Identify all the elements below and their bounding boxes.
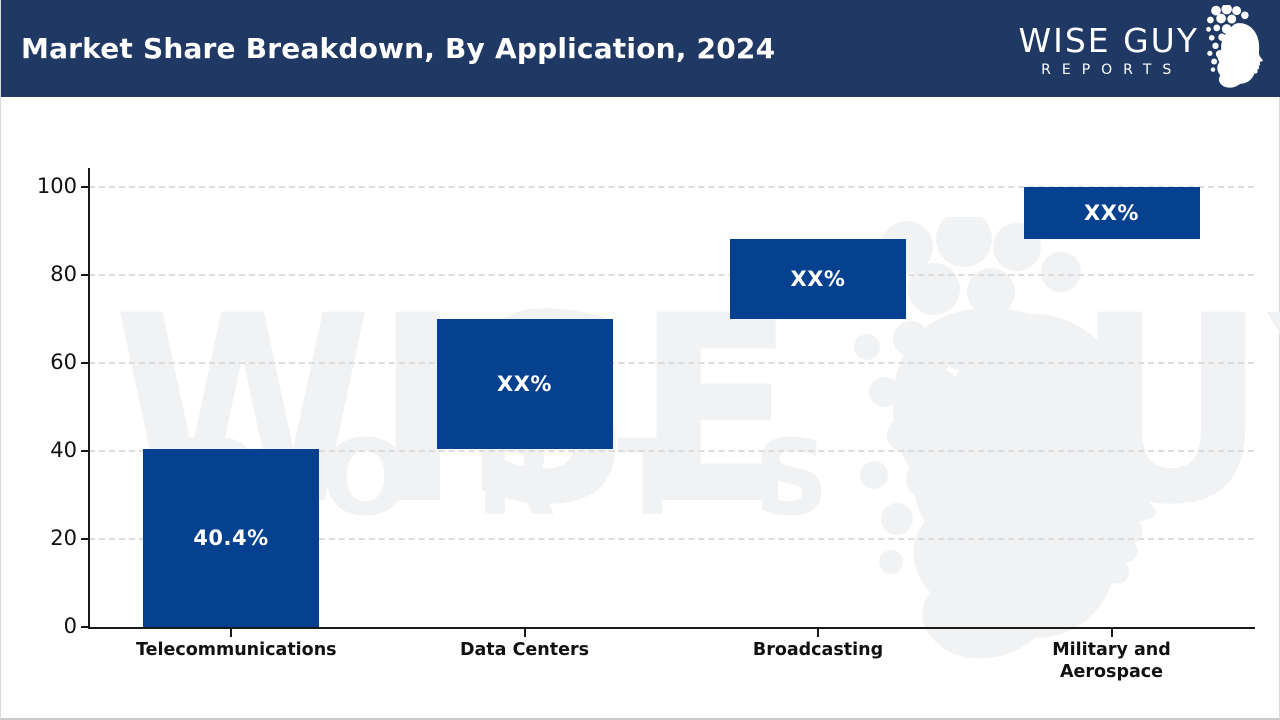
x-axis-line — [88, 627, 1255, 629]
chart-title: Market Share Breakdown, By Application, … — [21, 32, 776, 65]
bar-value-label: XX% — [1084, 200, 1139, 225]
y-axis-label-0: 0 — [63, 614, 77, 638]
x-axis-category-label: Broadcasting — [752, 640, 884, 660]
y-axis-tick-60 — [81, 362, 89, 364]
bar-military-and-aerospace: XX% — [1023, 187, 1200, 239]
gridline-80 — [89, 274, 1254, 276]
x-axis-tick-2 — [817, 629, 819, 637]
bar-value-label: XX% — [497, 372, 552, 397]
report-header: Market Share Breakdown, By Application, … — [1, 0, 1280, 97]
gridline-60 — [89, 362, 1254, 364]
logo-text: WISE GUY REPORTS — [1018, 21, 1199, 78]
y-axis-label-80: 80 — [50, 262, 77, 286]
wise-guy-reports-logo: WISE GUY REPORTS — [1018, 4, 1269, 94]
y-axis-label-100: 100 — [36, 174, 77, 198]
gridline-20 — [89, 538, 1254, 540]
logo-wordmark: WISE GUY — [1018, 20, 1199, 60]
y-axis-tick-40 — [81, 450, 89, 452]
x-axis-tick-0 — [230, 629, 232, 637]
bar-value-label: 40.4% — [193, 526, 269, 551]
y-axis-tick-100 — [81, 186, 89, 188]
bar-broadcasting: XX% — [730, 238, 906, 319]
x-axis-tick-1 — [523, 629, 526, 637]
y-axis-line — [88, 168, 90, 629]
y-axis-label-60: 60 — [50, 350, 77, 374]
bar-data-centers: XX% — [436, 319, 613, 450]
y-axis-label-40: 40 — [50, 438, 77, 462]
bar-value-label: XX% — [790, 266, 846, 291]
x-axis-category-label: Military and Aerospace — [1052, 640, 1171, 682]
gridline-40 — [89, 450, 1254, 452]
x-axis-category-label: Telecommunications — [136, 640, 337, 660]
x-axis-category-label: Data Centers — [459, 640, 590, 660]
y-axis-tick-80 — [81, 274, 89, 276]
logo-subtitle: REPORTS — [1041, 61, 1183, 78]
y-axis-tick-0 — [81, 626, 89, 628]
y-axis-label-20: 20 — [50, 526, 77, 550]
y-axis-tick-20 — [81, 538, 89, 540]
bar-telecommunications: 40.4% — [143, 449, 319, 627]
gridline-100 — [89, 186, 1254, 188]
x-axis-tick-3 — [1110, 629, 1113, 637]
